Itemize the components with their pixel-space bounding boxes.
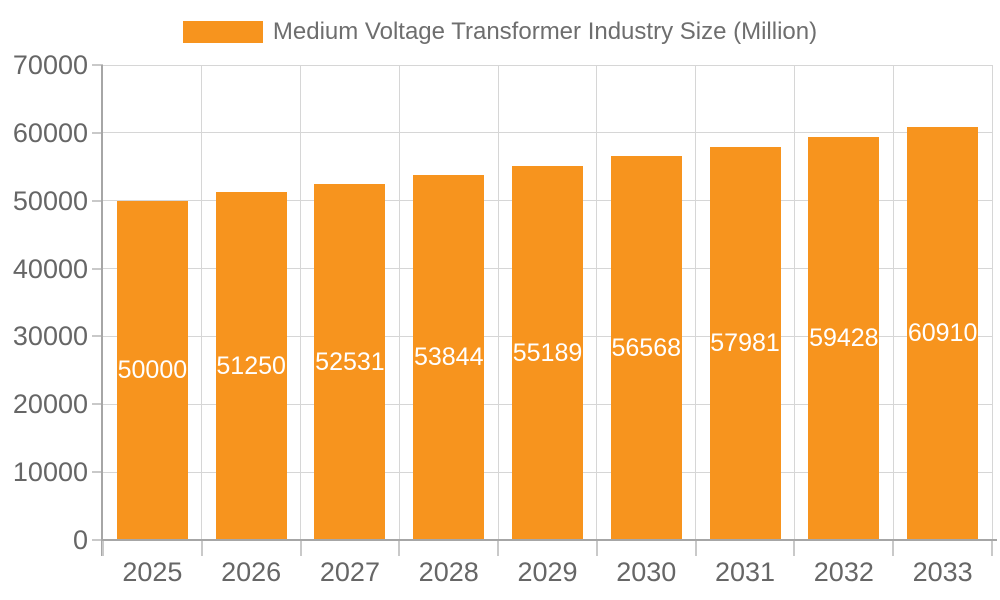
bar-value-label: 53844 [413,343,484,372]
y-tick [92,539,103,541]
x-gridline [398,65,400,540]
x-tick-label: 2029 [517,557,578,587]
y-tick-label: 40000 [12,253,88,284]
x-tick [595,541,598,556]
x-tick-label: 2026 [221,557,282,587]
bar[interactable] [314,183,386,540]
x-gridline [793,65,795,540]
x-tick-label: 2025 [122,557,183,587]
bar-value-label: 50000 [117,356,188,385]
x-tick [991,541,993,556]
bar-value-label: 59428 [809,324,879,353]
y-tick [92,267,103,270]
bar[interactable] [512,165,583,540]
x-tick [398,541,401,556]
x-axis-line [103,539,997,541]
bar[interactable] [808,136,880,540]
bar[interactable] [610,156,682,540]
x-gridline [201,65,203,540]
bar-value-label: 60910 [907,319,978,348]
y-tick [92,131,103,134]
x-tick-label: 2028 [418,557,479,587]
x-tick-label: 2030 [616,557,677,587]
x-tick [102,541,104,556]
x-gridline [892,65,894,540]
legend-swatch [182,20,263,43]
bar[interactable] [116,200,188,540]
y-tick-label: 70000 [12,50,88,80]
y-gridline [103,64,992,66]
bar-value-label: 51250 [216,352,286,381]
x-tick [299,541,302,556]
bar-value-label: 52531 [315,347,385,376]
x-tick [892,541,895,556]
bar[interactable] [215,192,287,540]
x-gridline [695,65,697,540]
x-gridline [300,65,302,540]
x-tick-label: 2031 [715,557,776,587]
y-gridline [103,132,992,134]
y-tick-label: 0 [72,525,88,555]
x-gridline [596,65,598,540]
x-tick [793,541,796,556]
x-tick-label: 2027 [319,557,380,587]
bar-value-label: 56568 [611,334,682,363]
bar-value-label: 55189 [512,338,583,367]
x-gridline [497,65,499,540]
chart-legend[interactable]: Medium Voltage Transformer Industry Size… [0,18,1000,45]
y-tick [92,199,103,202]
y-tick [92,471,103,474]
y-tick-label: 20000 [12,389,88,420]
bar-value-label: 57981 [710,329,780,358]
x-gridline [991,65,993,540]
x-tick [497,541,500,556]
y-tick [92,64,103,66]
x-tick [694,541,697,556]
bar[interactable] [413,174,485,540]
y-tick-label: 60000 [12,117,88,148]
x-tick-label: 2033 [912,557,973,587]
y-tick-label: 50000 [12,185,88,216]
x-tick [200,541,203,556]
y-tick-label: 30000 [12,321,88,352]
bar[interactable] [907,126,979,540]
y-tick [92,403,103,406]
legend-label: Medium Voltage Transformer Industry Size… [272,18,818,45]
y-tick-label: 10000 [12,457,88,488]
bar[interactable] [709,146,781,540]
y-tick [92,335,103,338]
x-tick-label: 2032 [813,557,874,587]
y-axis-line [101,65,103,556]
